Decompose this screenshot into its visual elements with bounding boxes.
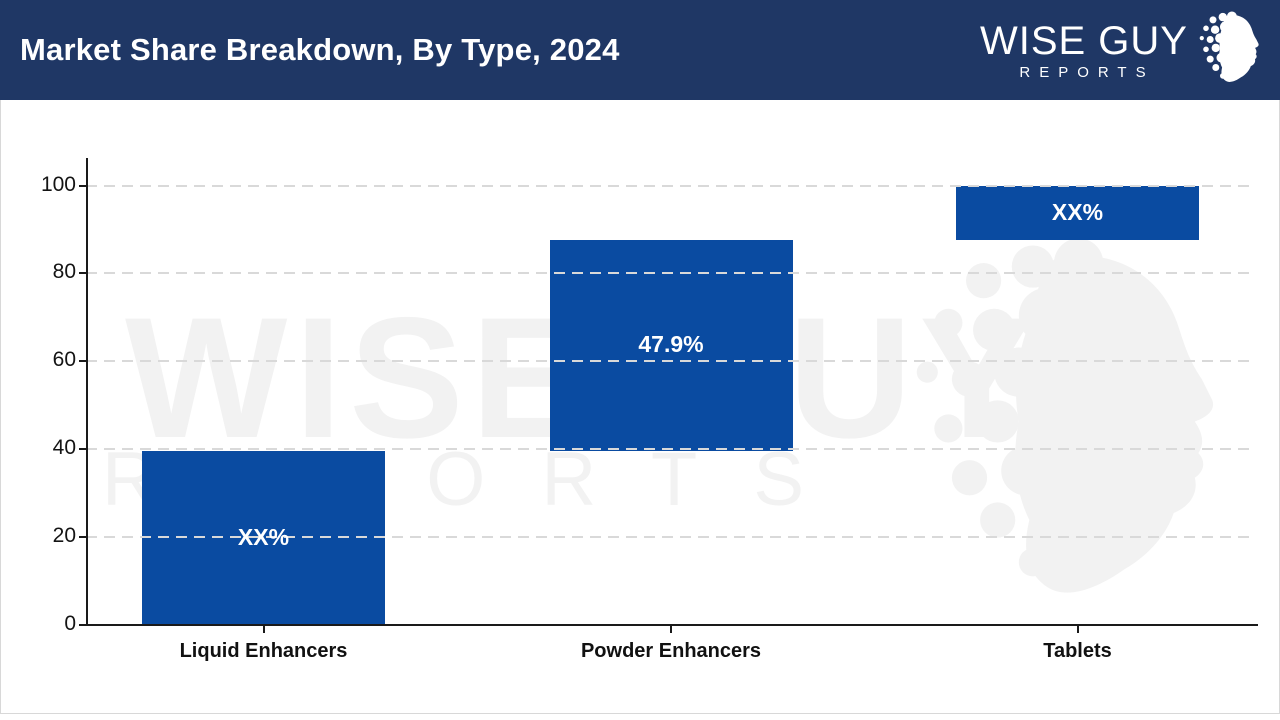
y-tick-100 <box>79 184 86 187</box>
gridline-20 <box>86 536 1256 539</box>
gridline-60 <box>86 360 1256 363</box>
bar-label-liquid-enhancers: XX% <box>237 523 290 550</box>
y-axis-line <box>86 158 88 626</box>
x-category-label-powder-enhancers: Powder Enhancers <box>580 640 762 662</box>
bar-label-powder-enhancers: 47.9% <box>638 331 704 358</box>
y-tick-label-20: 20 <box>52 524 76 548</box>
y-tick-label-0: 0 <box>64 612 76 635</box>
gridline-100 <box>86 184 1256 187</box>
y-tick-20 <box>79 536 86 539</box>
y-tick-0 <box>79 624 86 626</box>
logo-line1: WISE GUY <box>979 18 1188 63</box>
head-profile-icon <box>1199 11 1259 82</box>
header: Market Share Breakdown, By Type, 2024 WI… <box>0 0 1280 100</box>
y-tick-label-40: 40 <box>52 436 76 460</box>
y-tick-label-60: 60 <box>52 348 76 372</box>
logo-line2: REPORTS <box>1019 63 1155 81</box>
x-category-label-tablets: Tablets <box>1043 640 1112 662</box>
bar-label-tablets: XX% <box>1051 198 1104 225</box>
y-tick-40 <box>79 448 86 451</box>
logo-wordmark: WISE GUY REPORTS <box>980 21 1188 80</box>
page-title: Market Share Breakdown, By Type, 2024 <box>20 32 620 67</box>
gridline-40 <box>86 448 1256 451</box>
y-tick-label-100: 100 <box>40 172 76 196</box>
bar-powder-enhancers <box>549 240 793 451</box>
x-tick-tablets <box>1076 626 1079 633</box>
gridline-80 <box>86 272 1256 275</box>
y-tick-label-80: 80 <box>52 260 76 284</box>
x-category-label-liquid-enhancers: Liquid Enhancers <box>179 640 348 662</box>
y-tick-60 <box>79 360 86 363</box>
x-axis-line <box>86 624 1258 626</box>
wise-guy-reports-logo: WISE GUY REPORTS <box>980 11 1262 89</box>
y-tick-80 <box>79 272 86 275</box>
x-tick-powder-enhancers <box>670 626 672 633</box>
x-tick-liquid-enhancers <box>262 626 265 633</box>
bar-tablets <box>956 185 1199 241</box>
